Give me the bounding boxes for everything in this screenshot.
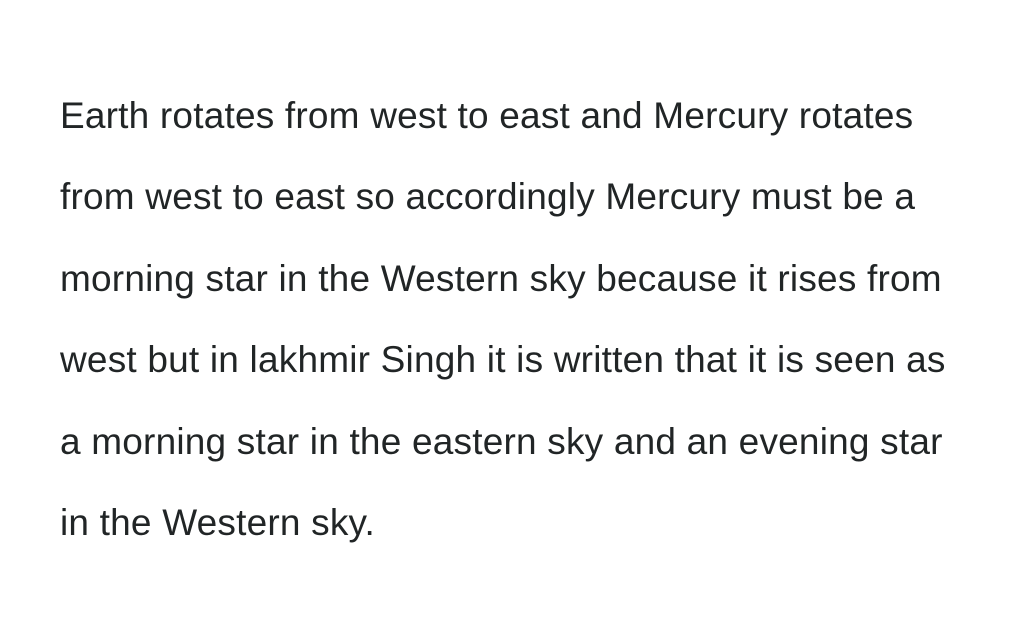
document-page: Earth rotates from west to east and Merc… [0,0,1024,637]
body-paragraph: Earth rotates from west to east and Merc… [60,75,964,563]
